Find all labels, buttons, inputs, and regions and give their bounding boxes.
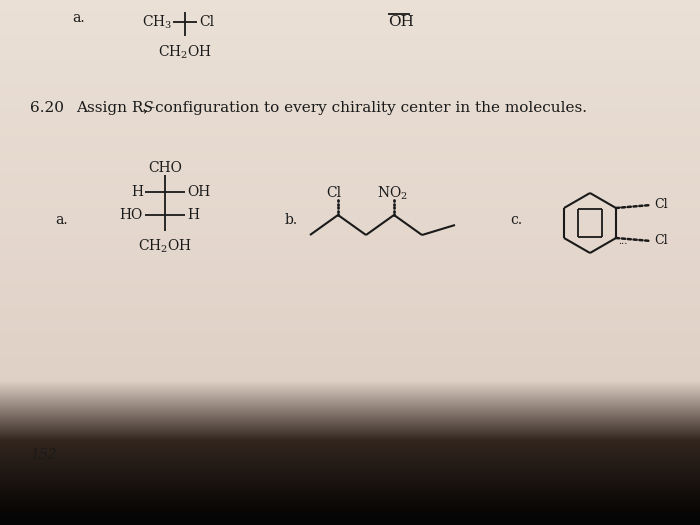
Text: $\mathregular{CH_3}$: $\mathregular{CH_3}$: [141, 13, 172, 30]
Text: 6.20: 6.20: [30, 101, 64, 115]
Text: Assign R,: Assign R,: [76, 101, 153, 115]
Text: a.: a.: [72, 11, 85, 25]
Text: -configuration to every chirality center in the molecules.: -configuration to every chirality center…: [150, 101, 587, 115]
Text: $\mathregular{CH_2OH}$: $\mathregular{CH_2OH}$: [138, 238, 192, 255]
Text: b.: b.: [285, 213, 298, 227]
Text: a.: a.: [55, 213, 68, 227]
Text: ...: ...: [618, 201, 627, 209]
Text: S: S: [143, 101, 153, 115]
Text: 152: 152: [30, 448, 57, 462]
Text: H: H: [131, 185, 143, 199]
Text: OH: OH: [187, 185, 210, 199]
Text: ...: ...: [618, 236, 627, 246]
Text: $\mathregular{CH_2OH}$: $\mathregular{CH_2OH}$: [158, 44, 212, 61]
Text: Cl: Cl: [654, 235, 668, 247]
Text: Cl: Cl: [654, 198, 668, 212]
Text: Cl: Cl: [326, 186, 342, 200]
Text: H: H: [187, 208, 199, 222]
Text: c.: c.: [510, 213, 522, 227]
Text: $\mathregular{NO_2}$: $\mathregular{NO_2}$: [377, 184, 407, 202]
Text: Cl: Cl: [199, 15, 214, 29]
Text: CHO: CHO: [148, 161, 182, 175]
Text: OH: OH: [388, 15, 414, 29]
Text: HO: HO: [120, 208, 143, 222]
